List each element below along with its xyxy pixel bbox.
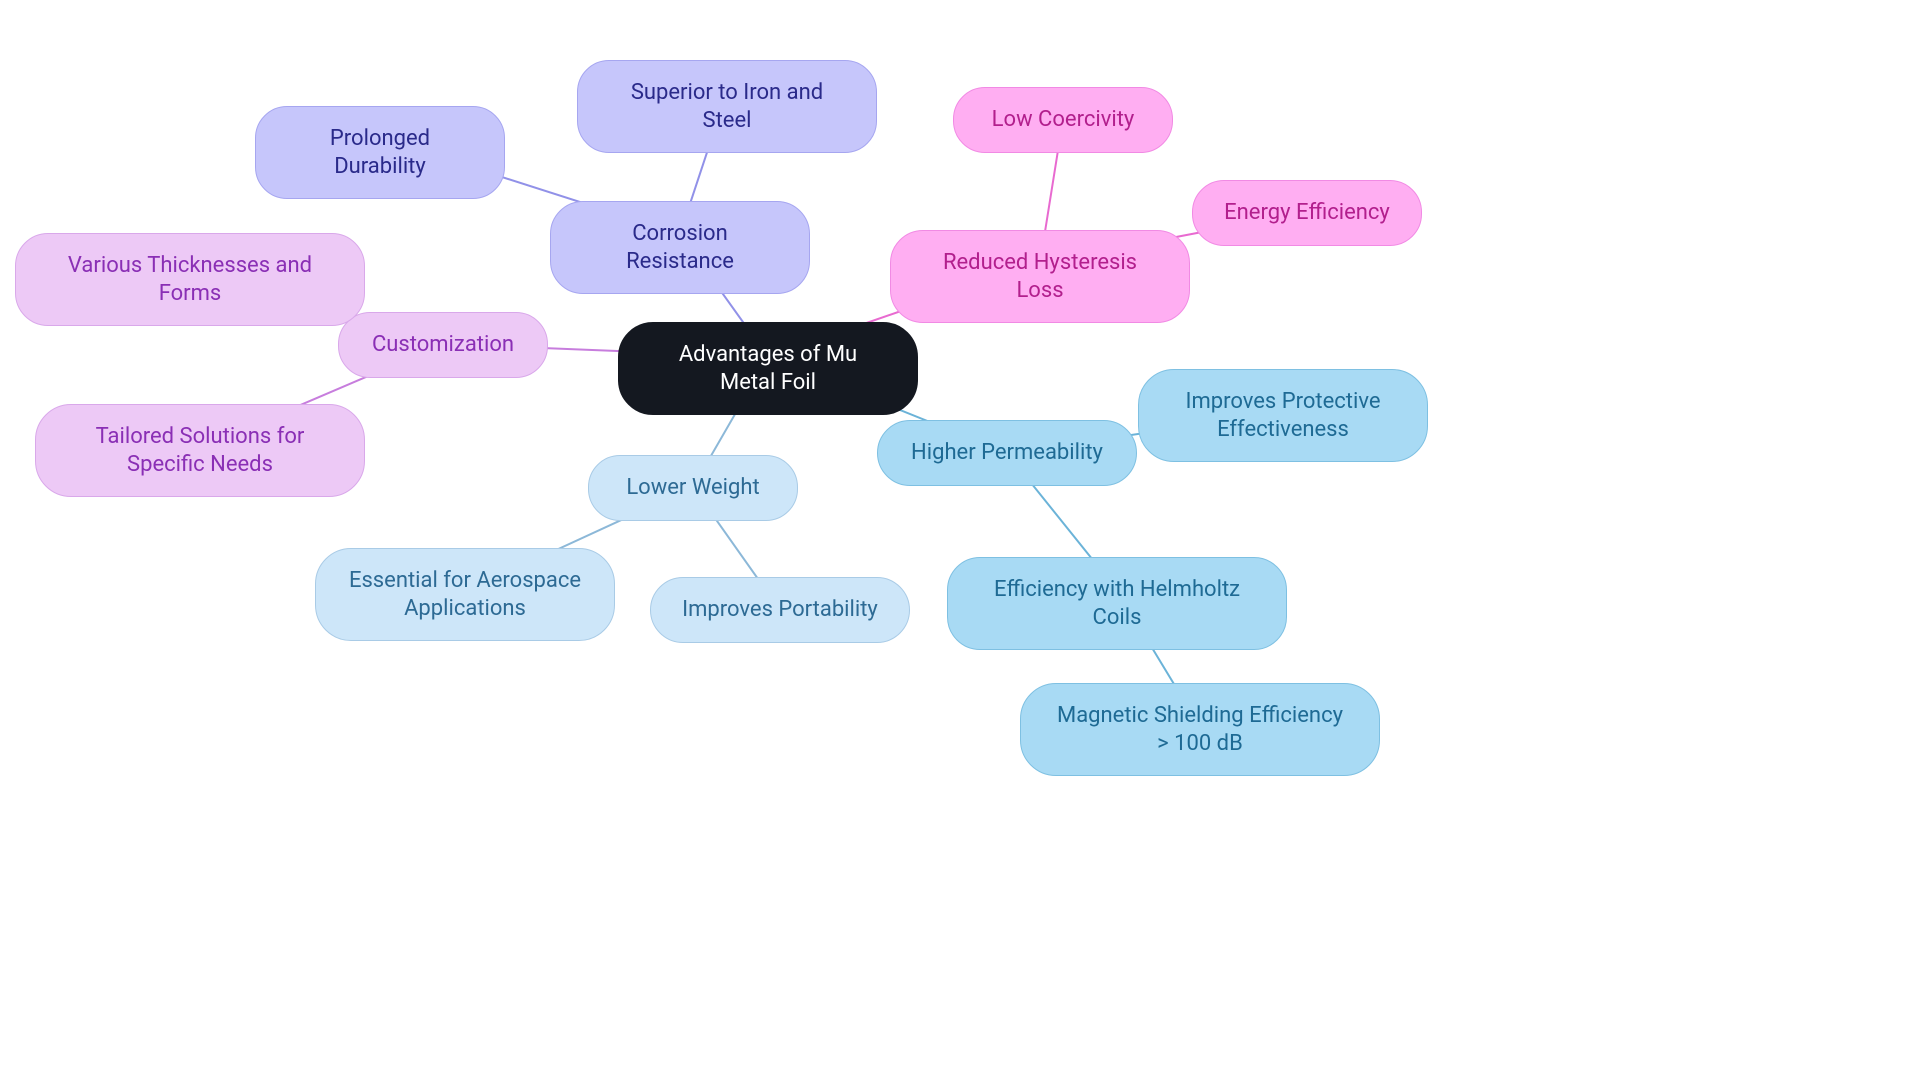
node-weight: Lower Weight: [588, 455, 798, 521]
node-energy: Energy Efficiency: [1192, 180, 1422, 246]
node-helmholtz: Efficiency with Helmholtz Coils: [947, 557, 1287, 650]
node-portability: Improves Portability: [650, 577, 910, 643]
node-coerc: Low Coercivity: [953, 87, 1173, 153]
node-custom: Customization: [338, 312, 548, 378]
node-superior: Superior to Iron and Steel: [577, 60, 877, 153]
node-protect: Improves Protective Effectiveness: [1138, 369, 1428, 462]
node-root: Advantages of Mu Metal Foil: [618, 322, 918, 415]
node-thickforms: Various Thicknesses and Forms: [15, 233, 365, 326]
node-prolonged: Prolonged Durability: [255, 106, 505, 199]
node-aerospace: Essential for Aerospace Applications: [315, 548, 615, 641]
node-tailored: Tailored Solutions for Specific Needs: [35, 404, 365, 497]
node-shield100: Magnetic Shielding Efficiency > 100 dB: [1020, 683, 1380, 776]
node-hysteresis: Reduced Hysteresis Loss: [890, 230, 1190, 323]
node-perm: Higher Permeability: [877, 420, 1137, 486]
node-corrosion: Corrosion Resistance: [550, 201, 810, 294]
